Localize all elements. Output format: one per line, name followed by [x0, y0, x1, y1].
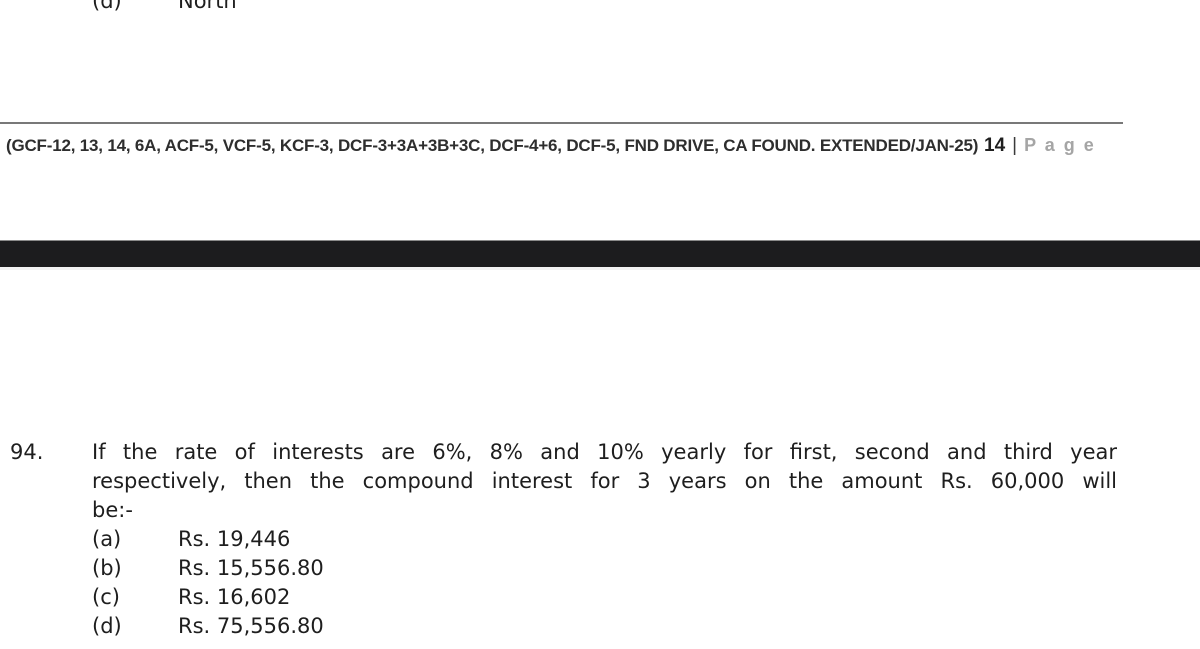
option-row-d: (d) Rs. 75,556.80 [92, 612, 1200, 641]
footer-page-indicator: 14 | P a g e [984, 132, 1096, 159]
option-label: (a) [92, 527, 122, 551]
question-text-line: If the rate of interests are 6%, 8% and … [92, 440, 1117, 464]
option-row-a: (a) Rs. 19,446 [92, 525, 1200, 554]
option-row-c: (c) Rs. 16,602 [92, 583, 1200, 612]
page-number: 14 [984, 135, 1006, 156]
question-number: 94. [10, 440, 44, 464]
footer-course-codes: (GCF-12, 13, 14, 6A, ACF-5, VCF-5, KCF-3… [6, 136, 979, 155]
page-word: P a g e [1024, 135, 1096, 155]
page-number-separator: | [1012, 135, 1018, 156]
option-label: (d) [92, 614, 122, 638]
option-label: (c) [92, 585, 120, 609]
option-value: Rs. 16,602 [178, 585, 291, 609]
previous-option-label: (d) [92, 0, 122, 13]
option-label: (b) [92, 556, 122, 580]
previous-option-value: North [178, 0, 237, 13]
question-text-line: be:- [92, 498, 133, 522]
page-break-bar [0, 240, 1200, 267]
option-value: Rs. 19,446 [178, 527, 291, 551]
option-row-b: (b) Rs. 15,556.80 [92, 554, 1200, 583]
question-block: 94. If the rate of interests are 6%, 8% … [0, 438, 1200, 641]
option-value: Rs. 15,556.80 [178, 556, 324, 580]
option-value: Rs. 75,556.80 [178, 614, 324, 638]
question-options: (a) Rs. 19,446 (b) Rs. 15,556.80 (c) Rs.… [92, 525, 1200, 641]
question-text-line: respectively, then the compound interest… [92, 469, 1117, 493]
footer-divider [0, 122, 1123, 124]
question-text: If the rate of interests are 6%, 8% and … [92, 438, 1117, 525]
previous-question-option-row: (d) North [0, 0, 1200, 16]
